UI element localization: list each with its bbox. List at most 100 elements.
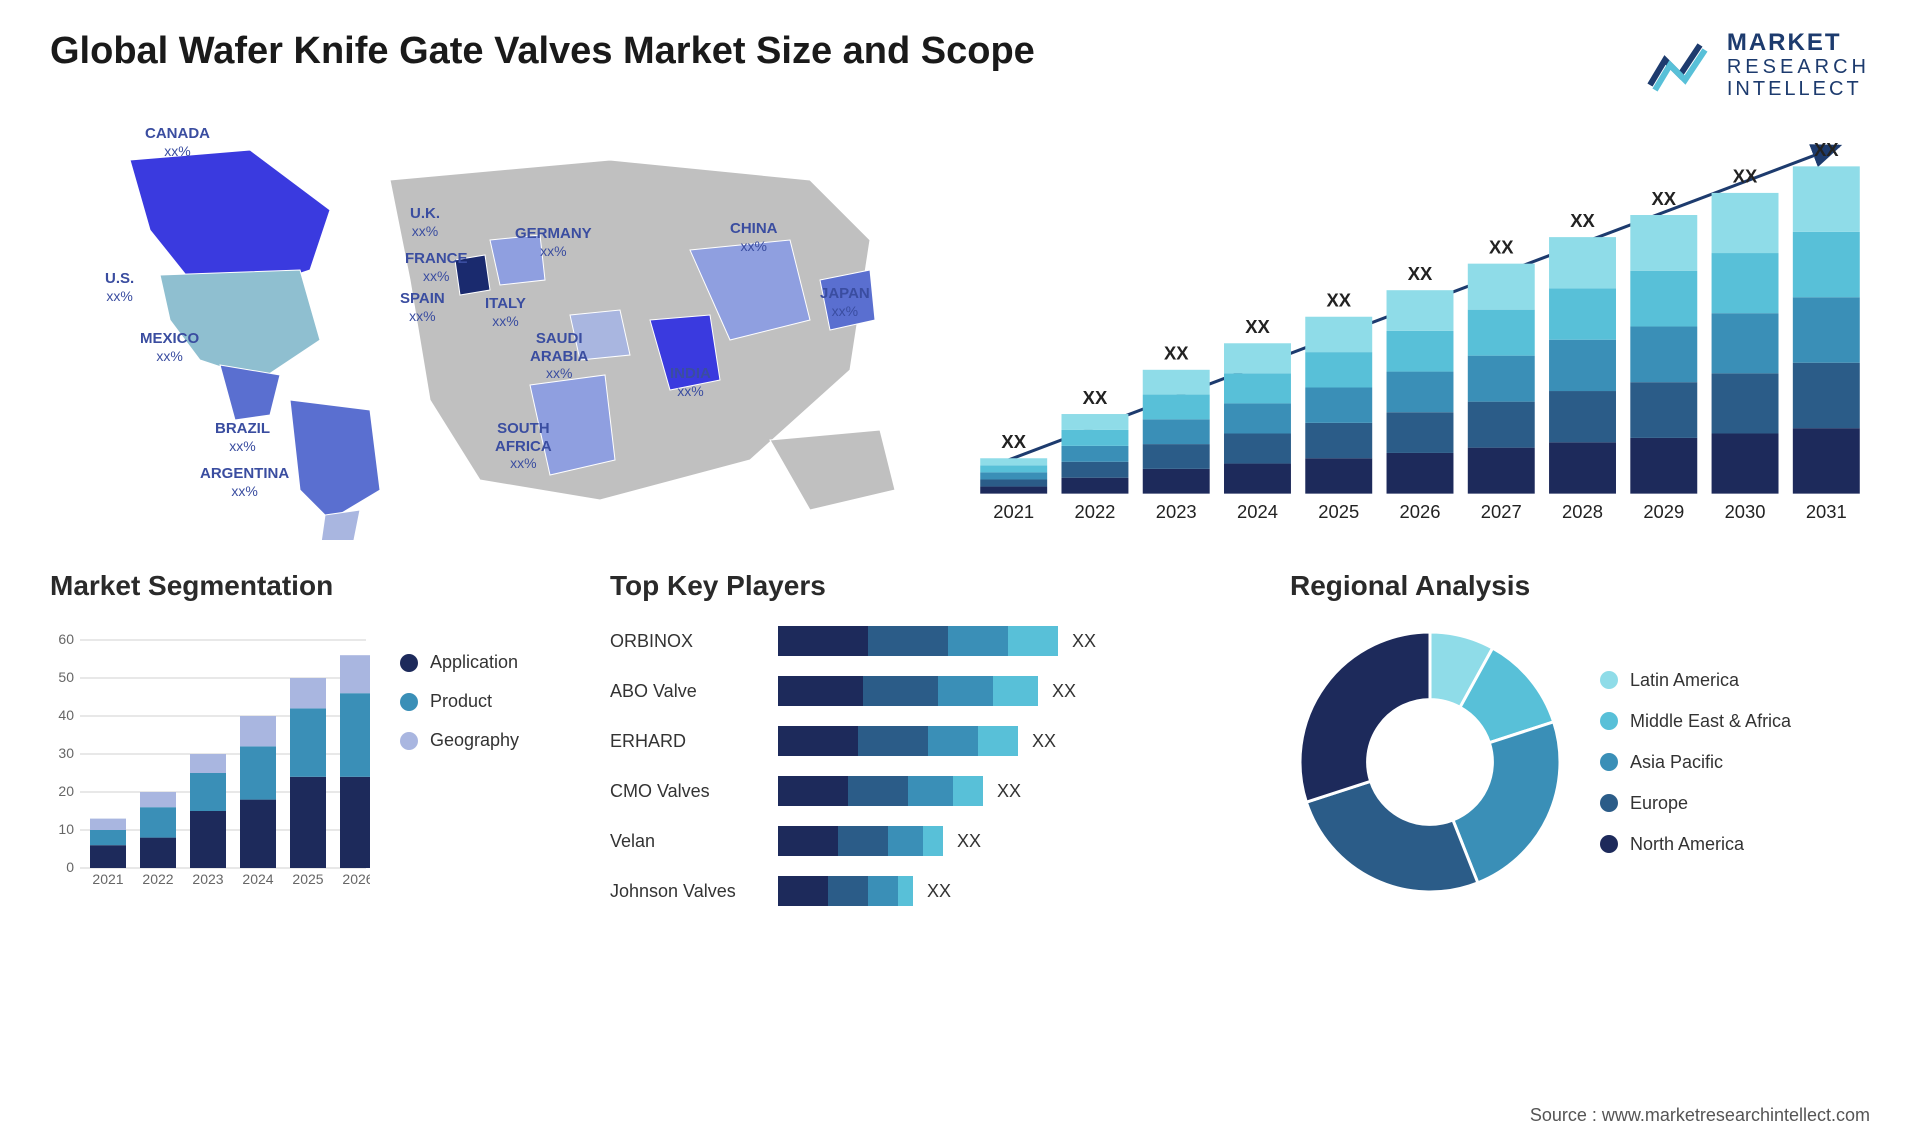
legend-swatch (400, 732, 418, 750)
svg-text:XX: XX (1570, 210, 1595, 231)
player-bar-segment (868, 626, 948, 656)
player-bar-wrap: XX (778, 726, 1250, 756)
player-name: CMO Valves (610, 781, 760, 802)
legend-item: Geography (400, 730, 519, 751)
svg-text:50: 50 (58, 669, 74, 685)
player-value: XX (927, 881, 951, 902)
player-name: Johnson Valves (610, 881, 760, 902)
legend-swatch (1600, 835, 1618, 853)
player-bar-segment (863, 676, 938, 706)
svg-text:60: 60 (58, 631, 74, 647)
svg-text:XX: XX (1733, 166, 1758, 187)
svg-text:2021: 2021 (92, 871, 123, 887)
map-label: BRAZILxx% (215, 420, 270, 453)
legend-swatch (1600, 794, 1618, 812)
player-bar-segment (938, 676, 993, 706)
player-row: ERHARD XX (610, 722, 1250, 760)
player-bar-segment (778, 626, 868, 656)
svg-text:2030: 2030 (1725, 502, 1766, 523)
svg-text:2025: 2025 (1318, 502, 1359, 523)
svg-text:2029: 2029 (1643, 502, 1684, 523)
svg-text:2022: 2022 (142, 871, 173, 887)
player-name: ORBINOX (610, 631, 760, 652)
player-bar-segment (923, 826, 943, 856)
player-bar-wrap: XX (778, 626, 1250, 656)
legend-swatch (400, 693, 418, 711)
legend-label: Product (430, 691, 492, 712)
player-bar-segment (848, 776, 908, 806)
svg-text:XX: XX (1164, 343, 1189, 364)
player-bar-segment (908, 776, 953, 806)
svg-text:XX: XX (1083, 387, 1108, 408)
player-bar-wrap: XX (778, 876, 1250, 906)
key-players-section: Top Key Players ORBINOXXXABO ValveXXERHA… (610, 570, 1250, 910)
svg-text:2025: 2025 (292, 871, 323, 887)
legend-label: North America (1630, 834, 1744, 855)
player-bar-wrap: XX (778, 776, 1250, 806)
map-label: FRANCExx% (405, 250, 468, 283)
player-bar (778, 676, 1038, 706)
legend-swatch (400, 654, 418, 672)
map-label: MEXICOxx% (140, 330, 199, 363)
map-label: INDIAxx% (670, 365, 711, 398)
player-bar-segment (828, 876, 868, 906)
svg-text:XX: XX (1652, 188, 1677, 209)
player-bar-segment (778, 676, 863, 706)
legend-swatch (1600, 671, 1618, 689)
player-bar-segment (778, 776, 848, 806)
legend-item: Application (400, 652, 519, 673)
player-name: Velan (610, 831, 760, 852)
player-bar-segment (778, 826, 838, 856)
player-row: ORBINOX XX (610, 622, 1250, 660)
player-bar (778, 776, 983, 806)
player-bar-segment (778, 876, 828, 906)
player-bar (778, 626, 1058, 656)
key-players-list: ORBINOXXXABO ValveXXERHARDXXCMO ValvesXX… (610, 622, 1250, 910)
legend-label: Latin America (1630, 670, 1739, 691)
map-label: U.S.xx% (105, 270, 134, 303)
svg-text:XX: XX (1408, 263, 1433, 284)
header: Global Wafer Knife Gate Valves Market Si… (0, 0, 1920, 110)
player-bar-segment (868, 876, 898, 906)
player-row: CMO Valves XX (610, 772, 1250, 810)
player-value: XX (1072, 631, 1096, 652)
logo-line-2: RESEARCH (1727, 56, 1870, 78)
legend-item: North America (1600, 834, 1791, 855)
regional-title: Regional Analysis (1290, 570, 1870, 602)
map-label: SAUDIARABIAxx% (530, 330, 588, 381)
svg-text:2024: 2024 (242, 871, 273, 887)
regional-donut-chart (1290, 622, 1570, 902)
key-players-title: Top Key Players (610, 570, 1250, 602)
legend-item: Latin America (1600, 670, 1791, 691)
segmentation-legend: Application Product Geography (400, 622, 519, 902)
player-bar-segment (858, 726, 928, 756)
player-name: ERHARD (610, 731, 760, 752)
segmentation-title: Market Segmentation (50, 570, 570, 602)
logo-icon (1645, 35, 1715, 95)
top-row: CANADAxx%U.S.xx%MEXICOxx%BRAZILxx%ARGENT… (0, 110, 1920, 560)
player-bar-segment (898, 876, 913, 906)
segmentation-section: Market Segmentation 01020304050602021202… (50, 570, 570, 910)
map-label: CANADAxx% (145, 125, 210, 158)
growth-bar-chart: XX2021XX2022XX2023XX2024XX2025XX2026XX20… (970, 120, 1870, 540)
source-attribution: Source : www.marketresearchintellect.com (1530, 1105, 1870, 1126)
player-value: XX (997, 781, 1021, 802)
svg-text:2026: 2026 (342, 871, 370, 887)
player-bar-segment (953, 776, 983, 806)
logo-line-1: MARKET (1727, 30, 1870, 56)
svg-text:2022: 2022 (1074, 502, 1115, 523)
svg-text:XX: XX (1001, 431, 1026, 452)
legend-label: Geography (430, 730, 519, 751)
legend-item: Asia Pacific (1600, 752, 1791, 773)
svg-text:XX: XX (1814, 140, 1839, 161)
svg-text:2026: 2026 (1400, 502, 1441, 523)
page-title: Global Wafer Knife Gate Valves Market Si… (50, 30, 1035, 73)
map-label: SPAINxx% (400, 290, 445, 323)
player-row: VelanXX (610, 822, 1250, 860)
svg-text:2023: 2023 (1156, 502, 1197, 523)
legend-label: Asia Pacific (1630, 752, 1723, 773)
map-label: JAPANxx% (820, 285, 870, 318)
svg-text:XX: XX (1326, 290, 1351, 311)
svg-text:40: 40 (58, 707, 74, 723)
svg-text:0: 0 (66, 859, 74, 875)
